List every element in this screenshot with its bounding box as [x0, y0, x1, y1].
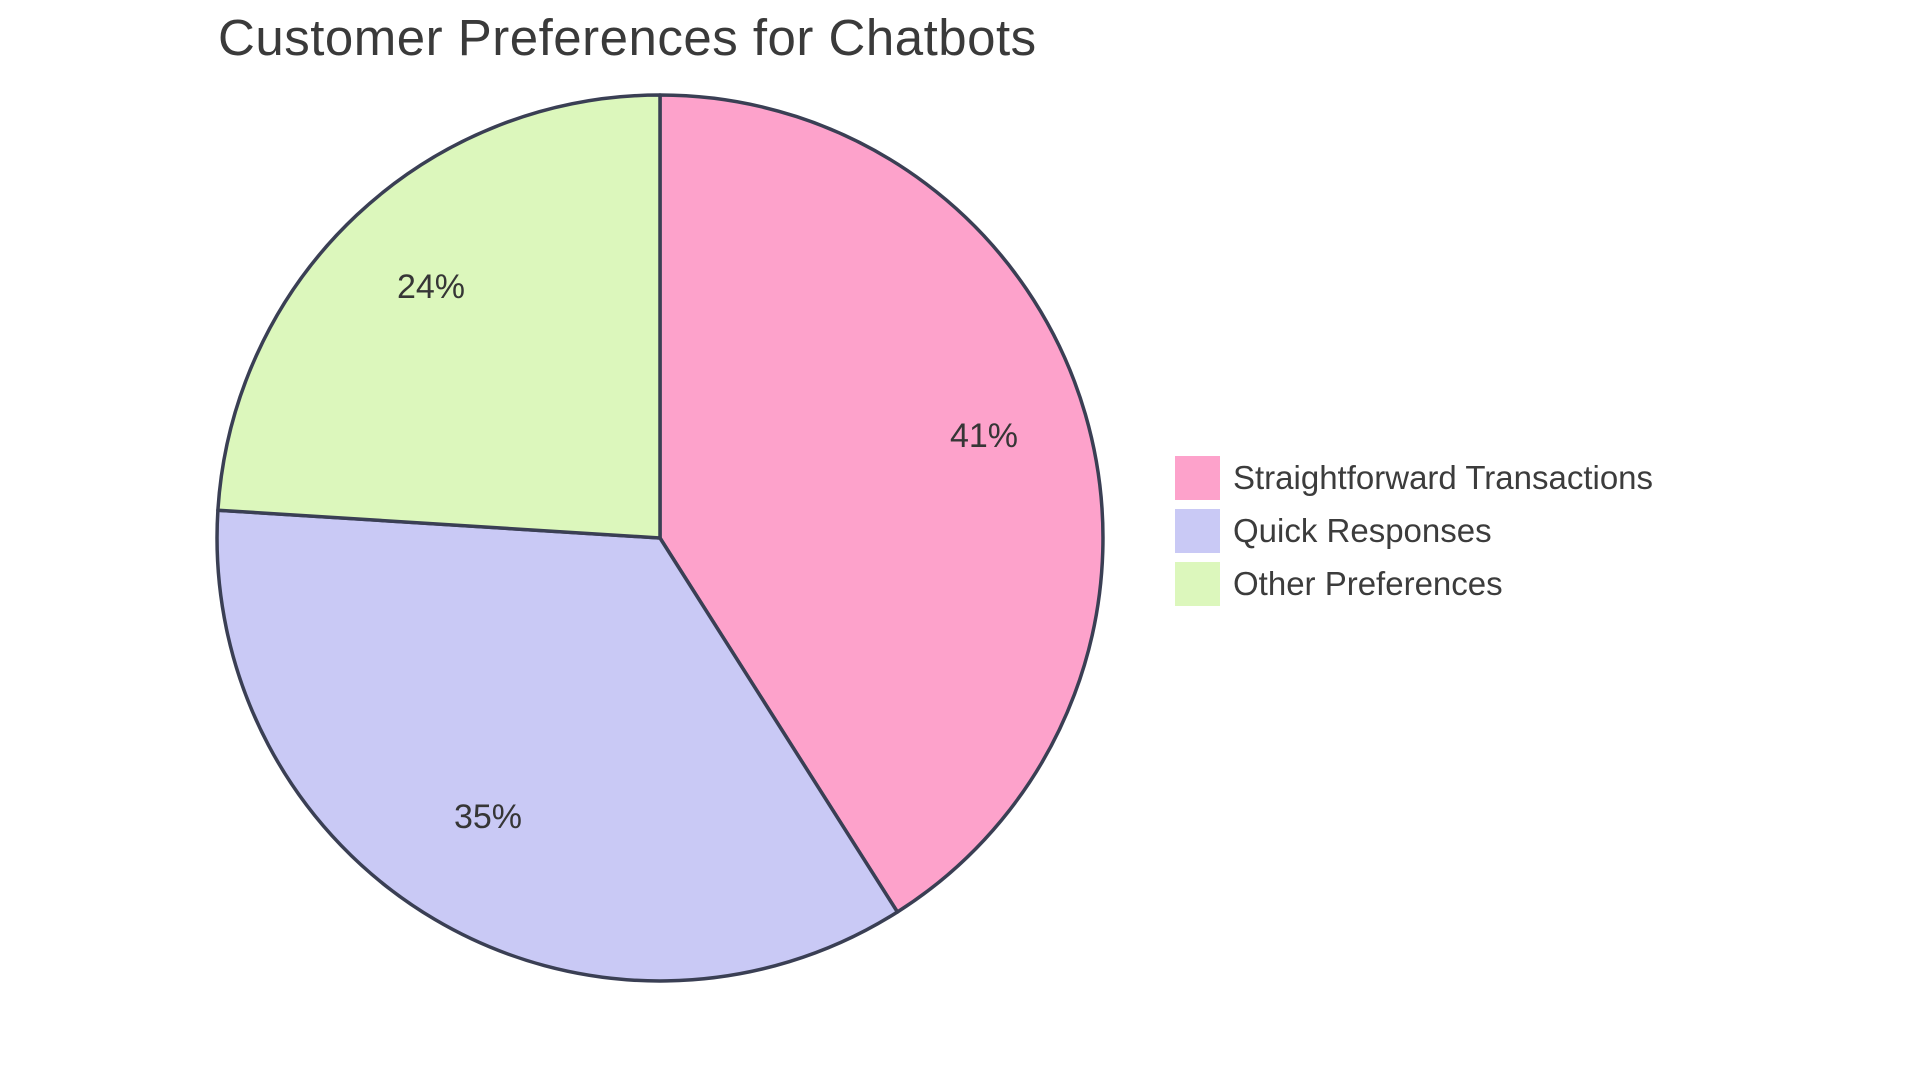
legend-item-other-preferences: Other Preferences	[1175, 562, 1653, 606]
pie-percent-label-straightforward-transactions: 41%	[950, 417, 1018, 455]
legend-swatch-quick-responses	[1175, 509, 1220, 553]
legend-swatch-other-preferences	[1175, 562, 1220, 606]
legend-swatch-straightforward-transactions	[1175, 456, 1220, 500]
pie-slice-quick-responses	[215, 508, 900, 983]
pie-slice-straightforward-transactions	[658, 93, 1105, 914]
legend-item-quick-responses: Quick Responses	[1175, 509, 1653, 553]
legend: Straightforward Transactions Quick Respo…	[1175, 456, 1653, 615]
legend-item-straightforward-transactions: Straightforward Transactions	[1175, 456, 1653, 500]
chart-title: Customer Preferences for Chatbots	[218, 9, 1037, 66]
legend-label-straightforward-transactions: Straightforward Transactions	[1233, 459, 1654, 496]
pie-percent-label-other-preferences: 24%	[397, 268, 465, 306]
legend-label-quick-responses: Quick Responses	[1233, 512, 1492, 549]
pie-percent-label-quick-responses: 35%	[454, 798, 522, 836]
pie-slice-other-preferences	[216, 93, 662, 540]
legend-label-other-preferences: Other Preferences	[1233, 565, 1503, 602]
